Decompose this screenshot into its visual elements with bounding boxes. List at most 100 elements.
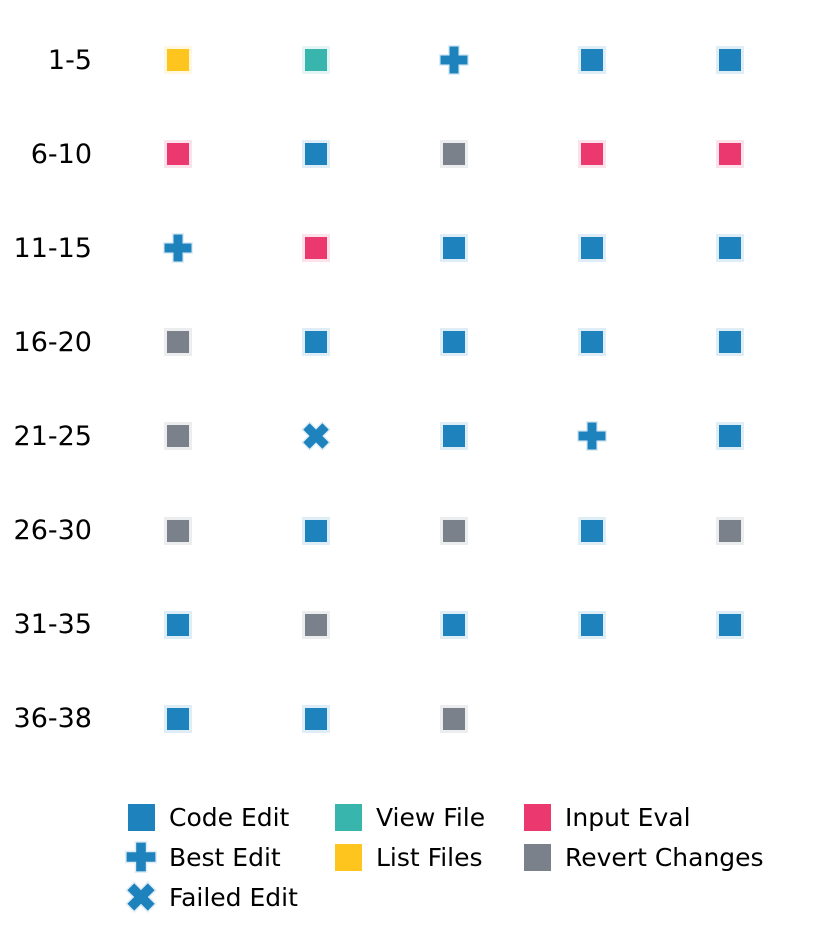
grid-cell <box>523 13 661 107</box>
revert-changes-icon <box>443 143 465 166</box>
grid-cell <box>661 483 799 577</box>
row-label: 31-35 <box>13 609 92 641</box>
code-edit-icon <box>581 613 603 636</box>
grid-cell <box>523 483 661 577</box>
grid-cell <box>385 389 523 483</box>
legend-label: Code Edit <box>169 802 290 832</box>
input-eval-icon <box>719 143 741 166</box>
marker-grid: 1-5 6-10 11-15 16-20 21-25 26-30 31-35 36-38 <box>0 13 799 766</box>
code-edit-icon <box>305 707 327 730</box>
revert-changes-icon <box>167 519 189 542</box>
best-edit-icon <box>125 841 157 873</box>
failed-edit-icon <box>301 421 331 452</box>
code-edit-icon <box>443 613 465 636</box>
code-edit-icon <box>719 49 741 72</box>
grid-cell <box>247 578 385 672</box>
grid-row: 6-10 <box>0 107 799 201</box>
legend-label: Revert Changes <box>565 842 764 872</box>
grid-cell <box>109 295 247 389</box>
code-edit-icon <box>719 237 741 260</box>
list-files-icon <box>167 49 189 72</box>
grid-cell <box>523 672 661 766</box>
grid-cell <box>661 389 799 483</box>
grid-cell <box>247 107 385 201</box>
grid-cell <box>523 107 661 201</box>
revert-changes-icon <box>443 519 465 542</box>
view-file-icon <box>305 49 327 72</box>
legend: Code Edit View File Input Eval Best Edit Lis… <box>125 797 764 917</box>
grid-cell <box>661 13 799 107</box>
legend-item-input-eval: Input Eval <box>522 803 764 831</box>
grid-cell <box>661 672 799 766</box>
grid-cell <box>661 295 799 389</box>
input-eval-icon <box>305 237 327 260</box>
grid-cell <box>247 295 385 389</box>
grid-cell <box>247 389 385 483</box>
legend-label: View File <box>376 802 486 832</box>
input-eval-icon <box>167 143 189 166</box>
code-edit-icon <box>443 237 465 260</box>
grid-cell <box>523 201 661 295</box>
legend-icon-slot <box>125 881 157 913</box>
legend-item-view-file: View File <box>333 802 522 832</box>
grid-cell <box>109 107 247 201</box>
revert-changes-icon <box>167 425 189 448</box>
legend-icon-slot <box>126 803 156 831</box>
revert-changes-icon <box>167 331 189 354</box>
code-edit-icon <box>305 331 327 354</box>
grid-cell <box>109 201 247 295</box>
grid-cell <box>523 389 661 483</box>
code-edit-icon <box>443 331 465 354</box>
row-label: 16-20 <box>13 326 92 358</box>
legend-label: Failed Edit <box>169 882 298 912</box>
code-edit-icon <box>719 425 741 448</box>
list-files-icon <box>334 843 362 871</box>
legend-icon-slot <box>522 803 552 831</box>
row-label: 36-38 <box>13 703 92 735</box>
revert-changes-icon <box>305 613 327 636</box>
code-edit-icon <box>443 425 465 448</box>
grid-cell <box>247 201 385 295</box>
grid-row: 26-30 <box>0 483 799 577</box>
grid-cell <box>109 578 247 672</box>
code-edit-icon <box>127 803 155 831</box>
grid-cell <box>247 13 385 107</box>
grid-cell <box>385 483 523 577</box>
grid-row: 21-25 <box>0 389 799 483</box>
code-edit-icon <box>305 519 327 542</box>
grid-cell <box>109 483 247 577</box>
legend-item-list-files: List Files <box>333 843 522 871</box>
grid-cell <box>385 578 523 672</box>
revert-changes-icon <box>719 519 741 542</box>
code-edit-icon <box>581 519 603 542</box>
grid-cell <box>661 107 799 201</box>
row-label: 6-10 <box>30 138 92 170</box>
best-edit-icon <box>577 421 607 452</box>
grid-cell <box>523 295 661 389</box>
row-label: 26-30 <box>13 515 92 547</box>
legend-item-code-edit: Code Edit <box>126 802 333 832</box>
code-edit-icon <box>719 331 741 354</box>
best-edit-icon <box>163 233 193 264</box>
legend-icon-slot <box>125 841 157 873</box>
legend-icon-slot <box>522 843 552 871</box>
grid-cell <box>523 578 661 672</box>
view-file-icon <box>334 803 362 831</box>
grid-row: 11-15 <box>0 201 799 295</box>
grid-cell <box>385 295 523 389</box>
input-eval-icon <box>523 803 551 831</box>
grid-cell <box>247 672 385 766</box>
grid-cell <box>385 672 523 766</box>
legend-item-failed-edit: Failed Edit <box>125 881 333 913</box>
revert-changes-icon <box>443 707 465 730</box>
legend-item-revert-changes: Revert Changes <box>522 842 764 872</box>
code-edit-icon <box>305 143 327 166</box>
grid-cell <box>385 201 523 295</box>
grid-row: 31-35 <box>0 578 799 672</box>
grid-row: 1-5 <box>0 13 799 107</box>
grid-row: 16-20 <box>0 295 799 389</box>
legend-icon-slot <box>333 843 363 871</box>
legend-label: Best Edit <box>169 842 281 872</box>
failed-edit-icon <box>125 881 157 913</box>
